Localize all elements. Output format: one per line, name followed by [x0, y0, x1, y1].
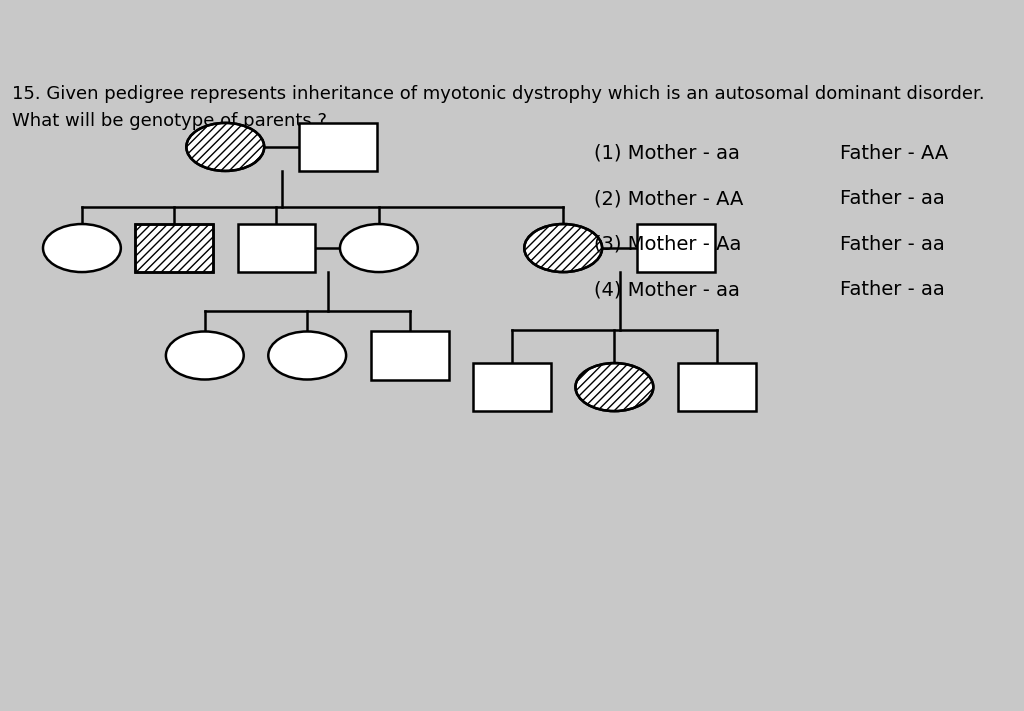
Bar — [678, 363, 756, 411]
Text: Father - aa: Father - aa — [840, 235, 944, 254]
Text: 15. Given pedigree represents inheritance of myotonic dystrophy which is an auto: 15. Given pedigree represents inheritanc… — [12, 85, 985, 103]
Circle shape — [186, 123, 264, 171]
Circle shape — [43, 224, 121, 272]
Bar — [135, 224, 213, 272]
Bar — [299, 123, 377, 171]
Bar — [371, 331, 449, 380]
Text: (4) Mother - aa: (4) Mother - aa — [594, 280, 739, 299]
Text: Father - AA: Father - AA — [840, 144, 948, 163]
Text: (3) Mother - Aa: (3) Mother - Aa — [594, 235, 741, 254]
Bar — [637, 224, 715, 272]
Text: Father - aa: Father - aa — [840, 189, 944, 208]
Circle shape — [268, 331, 346, 380]
Text: (2) Mother - AA: (2) Mother - AA — [594, 189, 743, 208]
Circle shape — [524, 224, 602, 272]
Bar — [238, 224, 315, 272]
Text: Father - aa: Father - aa — [840, 280, 944, 299]
Bar — [135, 224, 213, 272]
Circle shape — [340, 224, 418, 272]
Bar — [473, 363, 551, 411]
Text: (1) Mother - aa: (1) Mother - aa — [594, 144, 739, 163]
Circle shape — [575, 363, 653, 411]
Text: What will be genotype of parents ?: What will be genotype of parents ? — [12, 112, 328, 130]
Circle shape — [166, 331, 244, 380]
